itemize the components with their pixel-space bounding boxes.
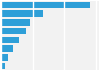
- Bar: [1, 63, 6, 69]
- Bar: [1, 19, 30, 26]
- Bar: [1, 37, 19, 43]
- Bar: [1, 54, 8, 60]
- Bar: [1, 45, 13, 52]
- Bar: [1, 11, 43, 17]
- Bar: [1, 28, 26, 34]
- Bar: [1, 2, 90, 8]
